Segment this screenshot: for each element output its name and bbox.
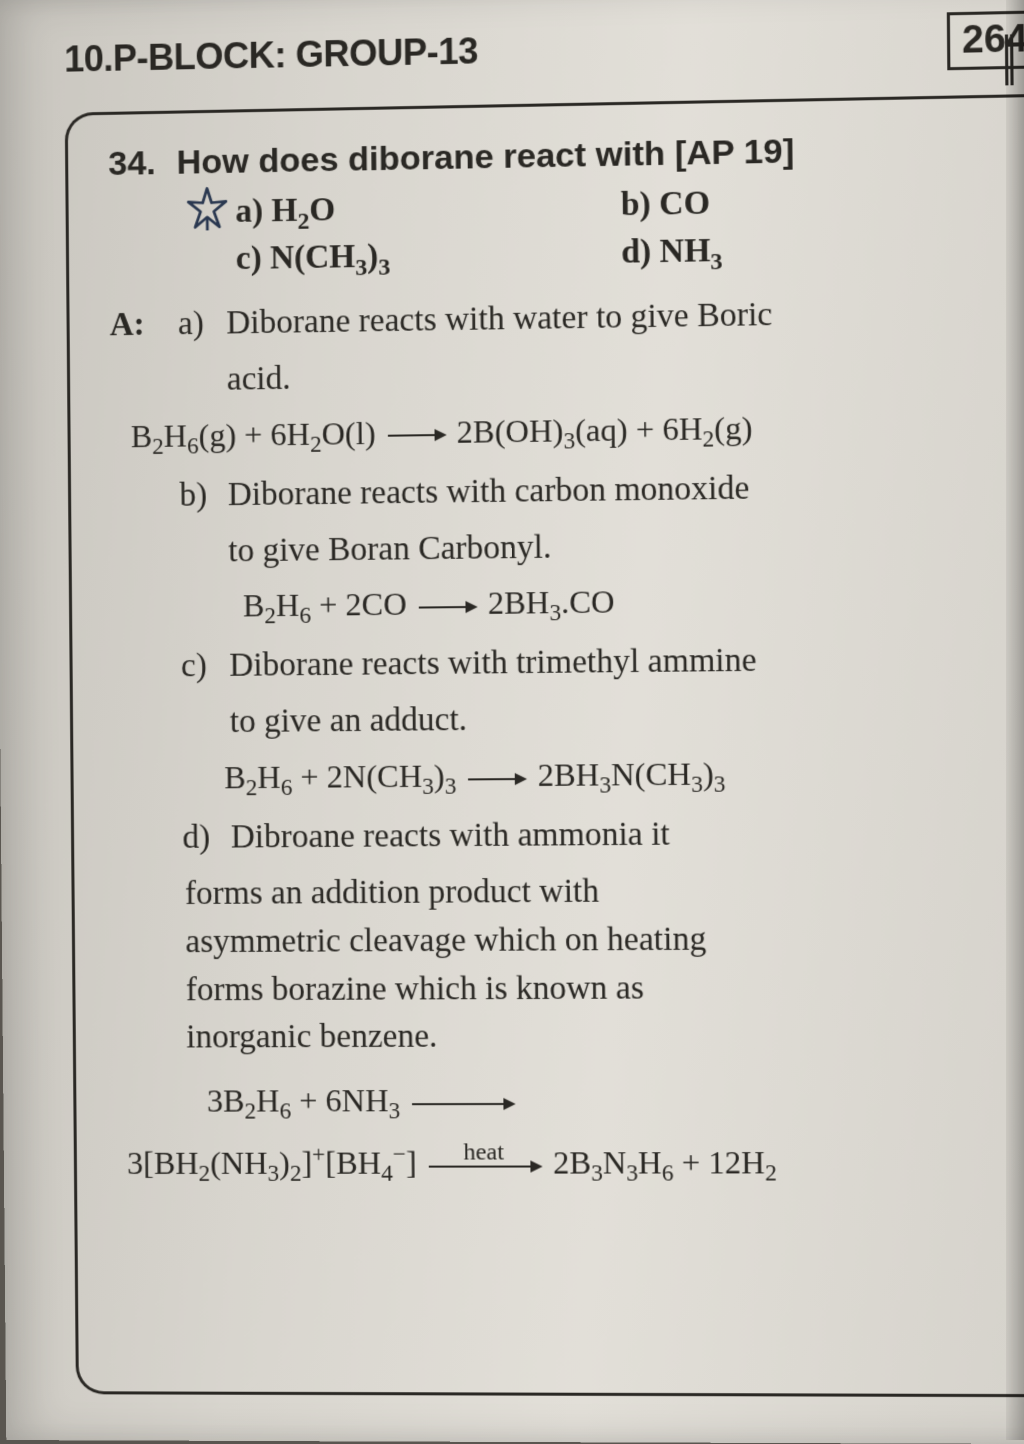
option-a: a) H2O	[235, 187, 621, 231]
star-annotation	[179, 194, 236, 232]
answer-b-text1: Diborane reacts with carbon monoxide	[228, 465, 750, 520]
equation-b: B2H6 + 2CO 2BH3.CO	[243, 579, 1021, 625]
equation-d1: 3B2H6 + 6NH3	[207, 1081, 1024, 1120]
answer-b-label: b)	[179, 477, 228, 515]
answer-d-text3: asymmetric cleavage which on heating	[185, 914, 1023, 966]
answer-a-text1: Diborane reacts with water to give Boric	[226, 292, 772, 349]
answer-d-label: d)	[182, 819, 231, 856]
star-icon	[185, 186, 230, 231]
question-row: 34. How does diborane react with [AP 19]	[108, 128, 1016, 184]
answer-a-label: a)	[178, 305, 227, 343]
answer-b-row: b) Diborane reacts with carbon monoxide	[179, 461, 1019, 520]
options-row-1: a) H2O b) CO	[179, 180, 1017, 232]
answer-block: A: a) Diborane reacts with water to give…	[110, 288, 1024, 1183]
answer-d-text5: inorganic benzene.	[186, 1012, 1024, 1063]
answer-d-text1: Dibroane reacts with ammonia it	[231, 811, 670, 862]
answer-d-text2: forms an addition product with	[185, 866, 1023, 919]
answer-label: A:	[110, 306, 179, 344]
answer-b-text2: to give Boran Carbonyl.	[228, 518, 1020, 576]
heat-label: heat	[463, 1139, 504, 1166]
question-number: 34.	[108, 144, 163, 184]
answer-c-row: c) Diborane reacts with trimethyl ammine	[181, 635, 1021, 691]
answer-c-label: c)	[181, 648, 230, 686]
answer-c-text1: Diborane reacts with trimethyl ammine	[229, 638, 757, 691]
chapter-title: 10.P-BLOCK: GROUP-13	[64, 30, 478, 81]
answer-d-row: d) Dibroane reacts with ammonia it	[182, 809, 1022, 863]
page-right-shadow	[1006, 0, 1024, 1440]
option-c: c) N(CH3)3	[236, 234, 622, 278]
equation-d2: 3[BH2(NH3)2]+[BH4−] heat 2B3N3H6 + 12H2	[127, 1144, 1024, 1182]
textbook-page: 10.P-BLOCK: GROUP-13 264 34. How does di…	[0, 0, 1024, 1444]
equation-a: B2H6(g) + 6H2O(l) 2B(OH)3(aq) + 6H2(g)	[131, 405, 1019, 454]
content-frame: 34. How does diborane react with [AP 19]…	[65, 94, 1024, 1397]
answer-a-text2: acid.	[227, 345, 1019, 405]
answer-d-text4: forms borazine which is known as	[186, 963, 1024, 1015]
equation-c: B2H6 + 2N(CH3)3 2BH3N(CH3)3	[224, 753, 1022, 797]
option-d: d) NH3	[621, 233, 723, 272]
answer-c-text2: to give an adduct.	[230, 692, 1022, 747]
option-b: b) CO	[621, 185, 710, 224]
question-text: How does diborane react with [AP 19]	[176, 132, 794, 183]
options-row-2: c) N(CH3)3 d) NH3	[236, 228, 1018, 278]
answer-a-row: A: a) Diborane reacts with water to give…	[110, 288, 1018, 350]
page-header: 10.P-BLOCK: GROUP-13 264	[64, 20, 984, 88]
